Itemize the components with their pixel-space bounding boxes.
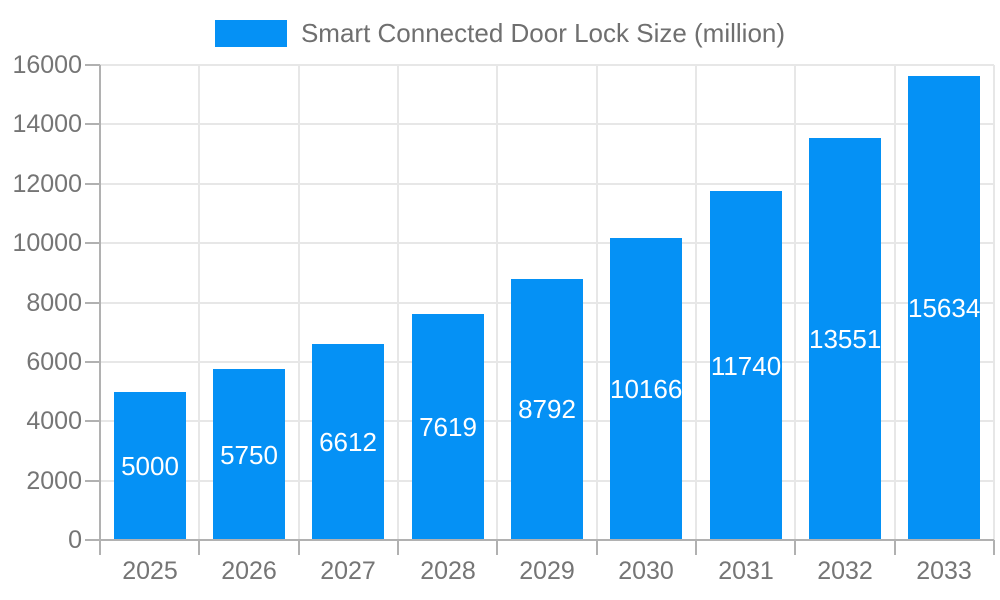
bar-value-label: 5750 <box>220 440 278 470</box>
y-axis-tick <box>85 539 100 541</box>
gridline-vertical <box>993 65 995 540</box>
gridline-vertical <box>794 65 796 540</box>
bar-value-label: 5000 <box>121 451 179 481</box>
y-axis-label: 2000 <box>26 467 82 495</box>
gridline-vertical <box>596 65 598 540</box>
gridline-vertical <box>298 65 300 540</box>
y-axis-label: 14000 <box>12 110 82 138</box>
y-axis-tick <box>85 64 100 66</box>
bar[interactable] <box>908 76 980 540</box>
y-axis-label: 0 <box>68 526 82 554</box>
bar-value-label: 15634 <box>908 293 981 323</box>
bar-value-label: 13551 <box>809 324 882 354</box>
y-axis-tick <box>85 361 100 363</box>
y-axis-tick <box>85 242 100 244</box>
x-axis-label: 2032 <box>817 557 873 585</box>
gridline-vertical <box>198 65 200 540</box>
y-axis-label: 12000 <box>12 170 82 198</box>
bar[interactable] <box>312 344 384 540</box>
y-axis-label: 16000 <box>12 51 82 79</box>
y-axis-tick <box>85 123 100 125</box>
bar-value-label: 11740 <box>710 351 782 381</box>
x-axis-line <box>100 539 994 541</box>
bar[interactable] <box>114 392 186 540</box>
x-axis-tick <box>198 540 200 555</box>
x-axis-tick <box>99 540 101 555</box>
bar[interactable] <box>809 138 881 540</box>
bar[interactable] <box>511 279 583 540</box>
bar[interactable] <box>412 314 484 540</box>
x-axis-label: 2028 <box>420 557 476 585</box>
gridline-horizontal <box>100 183 994 185</box>
x-axis-label: 2030 <box>618 557 674 585</box>
bar-value-label: 7619 <box>419 412 477 442</box>
y-axis-tick <box>85 480 100 482</box>
bar-value-label: 10166 <box>610 374 683 404</box>
x-axis-tick <box>794 540 796 555</box>
y-axis-tick <box>85 183 100 185</box>
x-axis-tick <box>397 540 399 555</box>
bar[interactable] <box>213 369 285 540</box>
legend-label: Smart Connected Door Lock Size (million) <box>300 18 786 48</box>
x-axis-label: 2029 <box>519 557 575 585</box>
y-axis-label: 4000 <box>26 407 82 435</box>
gridline-vertical <box>695 65 697 540</box>
y-axis-label: 6000 <box>26 348 82 376</box>
y-axis-line <box>99 65 101 540</box>
x-axis-label: 2031 <box>718 557 774 585</box>
y-axis-tick <box>85 420 100 422</box>
x-axis-label: 2025 <box>122 557 178 585</box>
y-axis-tick <box>85 302 100 304</box>
x-axis-label: 2026 <box>221 557 277 585</box>
x-axis-tick <box>298 540 300 555</box>
gridline-vertical <box>397 65 399 540</box>
bar-value-label: 8792 <box>518 394 576 424</box>
x-axis-tick <box>993 540 995 555</box>
gridline-vertical <box>496 65 498 540</box>
legend[interactable]: Smart Connected Door Lock Size (million) <box>0 16 1000 50</box>
gridline-horizontal <box>100 64 994 66</box>
x-axis-tick <box>496 540 498 555</box>
x-axis-tick <box>695 540 697 555</box>
x-axis-label: 2033 <box>916 557 972 585</box>
legend-swatch[interactable] <box>214 19 287 47</box>
gridline-vertical <box>894 65 896 540</box>
y-axis-label: 8000 <box>26 289 82 317</box>
gridline-horizontal <box>100 242 994 244</box>
bar-value-label: 6612 <box>319 427 377 457</box>
y-axis-label: 10000 <box>12 229 82 257</box>
bar[interactable] <box>710 191 782 540</box>
x-axis-label: 2027 <box>320 557 376 585</box>
x-axis-tick <box>596 540 598 555</box>
gridline-horizontal <box>100 123 994 125</box>
bar[interactable] <box>610 238 682 540</box>
x-axis-tick <box>894 540 896 555</box>
